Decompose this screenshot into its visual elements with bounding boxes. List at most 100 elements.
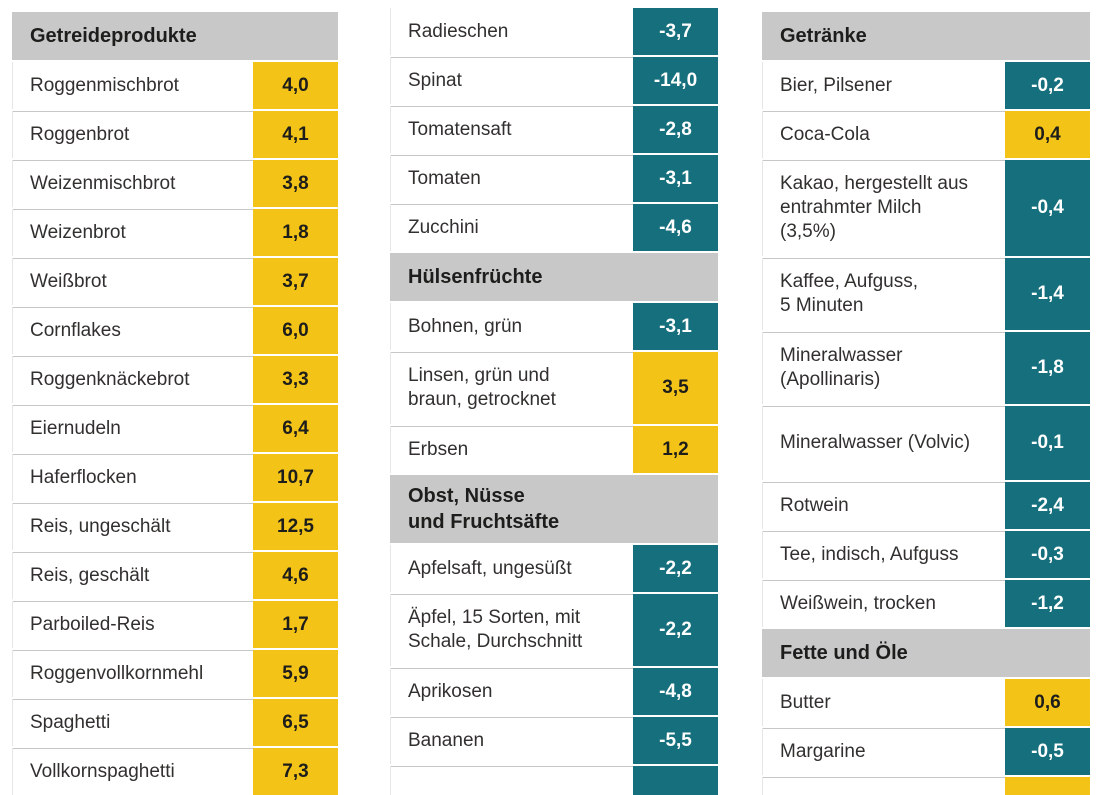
- product-label: Roggenvollkornmehl: [12, 650, 253, 697]
- product-label: Roggenknäckebrot: [12, 356, 253, 403]
- product-label: Kakao, hergestellt aus entrahmter Milch …: [762, 160, 1005, 256]
- product-label: Aprikosen: [390, 668, 633, 715]
- value-cell: -3,1: [633, 155, 718, 202]
- value-cell: 1,8: [253, 209, 338, 256]
- product-row: Tomaten -3,1: [390, 155, 718, 202]
- product-row: [762, 777, 1090, 795]
- value-cell: 6,0: [253, 307, 338, 354]
- product-row: Bier, Pilsener -0,2: [762, 62, 1090, 109]
- value-cell: -14,0: [633, 57, 718, 104]
- value-cell: 3,8: [253, 160, 338, 207]
- value-cell: -3,7: [633, 8, 718, 55]
- value-cell: -0,1: [1005, 406, 1090, 480]
- product-label: Erbsen: [390, 426, 633, 473]
- product-label: Haferflocken: [12, 454, 253, 501]
- section-header: Fette und Öle: [762, 629, 1090, 677]
- product-row: Roggenvollkornmehl 5,9: [12, 650, 338, 697]
- product-row: Mineralwasser (Apollinaris) -1,8: [762, 332, 1090, 404]
- product-label: Reis, geschält: [12, 552, 253, 599]
- value-cell: 5,9: [253, 650, 338, 697]
- product-row: Vollkornspaghetti 7,3: [12, 748, 338, 795]
- product-row: Spaghetti 6,5: [12, 699, 338, 746]
- value-cell: 0,4: [1005, 111, 1090, 158]
- value-cell: -0,3: [1005, 531, 1090, 578]
- product-row: Äpfel, 15 Sorten, mit Schale, Durchschni…: [390, 594, 718, 666]
- value-cell: -1,2: [1005, 580, 1090, 627]
- product-label: Coca-Cola: [762, 111, 1005, 158]
- product-label: Mineralwasser (Apollinaris): [762, 332, 1005, 404]
- value-cell: 3,7: [253, 258, 338, 305]
- product-row: Cornflakes 6,0: [12, 307, 338, 354]
- product-row: Kaffee, Aufguss, 5 Minuten -1,4: [762, 258, 1090, 330]
- product-row: Rotwein -2,4: [762, 482, 1090, 529]
- value-cell: -3,1: [633, 303, 718, 350]
- product-row: Roggenmischbrot 4,0: [12, 62, 338, 109]
- value-cell: 0,6: [1005, 679, 1090, 726]
- product-label: Margarine: [762, 728, 1005, 775]
- product-row: Margarine -0,5: [762, 728, 1090, 775]
- product-row: Radieschen -3,7: [390, 8, 718, 55]
- product-row: Weißbrot 3,7: [12, 258, 338, 305]
- value-cell: 3,5: [633, 352, 718, 424]
- value-cell: 4,0: [253, 62, 338, 109]
- section-header: Getränke: [762, 12, 1090, 60]
- value-cell: 4,1: [253, 111, 338, 158]
- value-cell: 1,2: [633, 426, 718, 473]
- product-row: Reis, ungeschält 12,5: [12, 503, 338, 550]
- product-row: Coca-Cola 0,4: [762, 111, 1090, 158]
- product-row: Weißwein, trocken -1,2: [762, 580, 1090, 627]
- section-header: Hülsenfrüchte: [390, 253, 718, 301]
- product-label: Bohnen, grün: [390, 303, 633, 350]
- value-cell: 3,3: [253, 356, 338, 403]
- product-label: Rotwein: [762, 482, 1005, 529]
- product-row: Mineralwasser (Volvic) -0,1: [762, 406, 1090, 480]
- value-cell: -0,5: [1005, 728, 1090, 775]
- value-cell: -2,4: [1005, 482, 1090, 529]
- product-row: Spinat -14,0: [390, 57, 718, 104]
- product-label: Weizenbrot: [12, 209, 253, 256]
- product-row: Apfelsaft, ungesüßt -2,2: [390, 545, 718, 592]
- value-cell: -1,8: [1005, 332, 1090, 404]
- column-getreideprodukte: Getreideprodukte Roggenmischbrot 4,0 Roggen…: [12, 0, 338, 795]
- value-cell: 6,4: [253, 405, 338, 452]
- product-row: Parboiled-Reis 1,7: [12, 601, 338, 648]
- value-cell: -0,4: [1005, 160, 1090, 256]
- value-cell: [633, 766, 718, 795]
- product-row: Bananen -5,5: [390, 717, 718, 764]
- section-header: Obst, Nüsse und Fruchtsäfte: [390, 475, 718, 543]
- product-label: [762, 777, 1005, 795]
- product-label: Tomatensaft: [390, 106, 633, 153]
- product-row: Reis, geschält 4,6: [12, 552, 338, 599]
- value-cell: -2,8: [633, 106, 718, 153]
- product-label: Butter: [762, 679, 1005, 726]
- section-header: Getreideprodukte: [12, 12, 338, 60]
- product-label: Tee, indisch, Aufguss: [762, 531, 1005, 578]
- product-label: Spaghetti: [12, 699, 253, 746]
- value-cell: [1005, 777, 1090, 795]
- product-row: Weizenbrot 1,8: [12, 209, 338, 256]
- product-row: Butter 0,6: [762, 679, 1090, 726]
- product-row: Weizenmischbrot 3,8: [12, 160, 338, 207]
- product-label: Tomaten: [390, 155, 633, 202]
- value-cell: 4,6: [253, 552, 338, 599]
- product-label: Bier, Pilsener: [762, 62, 1005, 109]
- product-row: Bohnen, grün -3,1: [390, 303, 718, 350]
- value-cell: -4,8: [633, 668, 718, 715]
- product-label: Linsen, grün und braun, getrocknet: [390, 352, 633, 424]
- product-label: Roggenbrot: [12, 111, 253, 158]
- product-row: Kakao, hergestellt aus entrahmter Milch …: [762, 160, 1090, 256]
- value-cell: 6,5: [253, 699, 338, 746]
- column-gemuese-huelsenfruechte-obst: Radieschen -3,7 Spinat -14,0 Tomatensaft -2,8…: [390, 0, 718, 795]
- value-cell: 7,3: [253, 748, 338, 795]
- value-cell: -4,6: [633, 204, 718, 251]
- product-row: Roggenbrot 4,1: [12, 111, 338, 158]
- product-row: Linsen, grün und braun, getrocknet 3,5: [390, 352, 718, 424]
- product-label: Zucchini: [390, 204, 633, 251]
- value-cell: -2,2: [633, 594, 718, 666]
- product-row: Haferflocken 10,7: [12, 454, 338, 501]
- product-row: Tee, indisch, Aufguss -0,3: [762, 531, 1090, 578]
- value-cell: -2,2: [633, 545, 718, 592]
- value-cell: 12,5: [253, 503, 338, 550]
- value-cell: 1,7: [253, 601, 338, 648]
